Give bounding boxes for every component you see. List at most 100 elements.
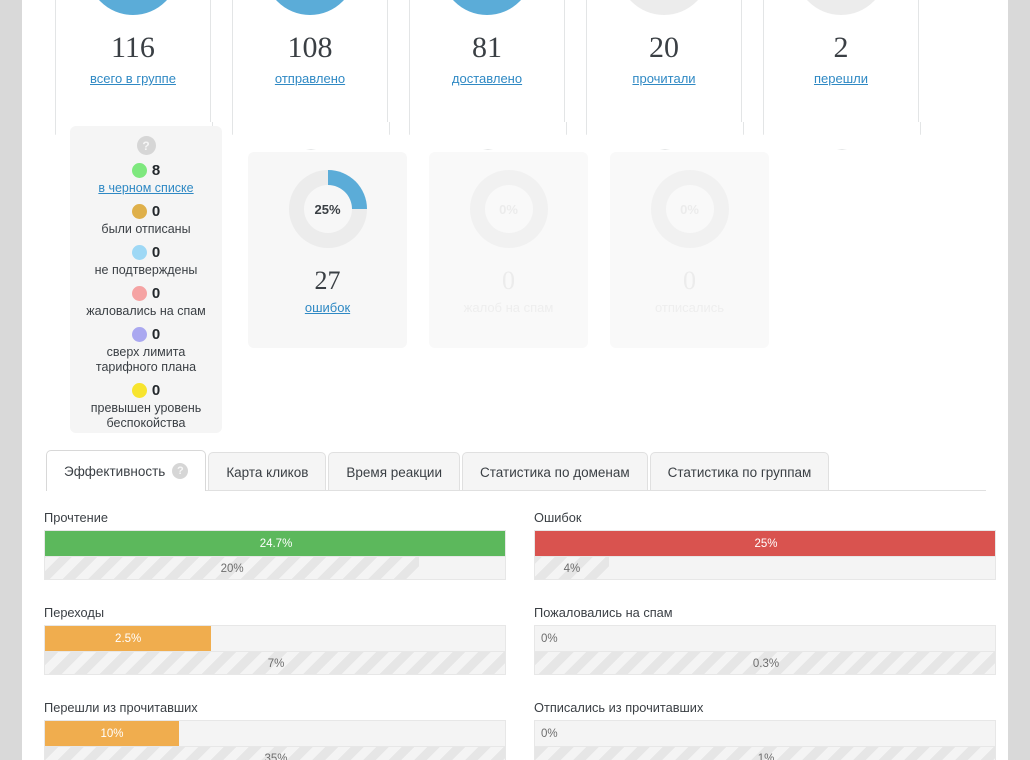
summary-card-link[interactable]: всего в группе [90, 71, 176, 86]
status-item-count: 0 [151, 202, 161, 220]
bar-value-benchmark: 7% [267, 658, 285, 670]
status-item-label: сверх лимита тарифного плана [95, 345, 197, 374]
donut-chart: 2.5% [795, 0, 887, 15]
bar-value-benchmark: 0.3% [752, 658, 780, 670]
bar-value-benchmark: 35% [264, 753, 288, 760]
metric-card-link: отписались [654, 300, 725, 315]
status-item-count: 0 [151, 381, 161, 399]
donut-chart: 75% [441, 0, 533, 15]
metric-card-value: 0 [683, 266, 696, 295]
bar-metric-title: Прочтение [44, 510, 108, 525]
bar-track-benchmark: 1% [534, 746, 996, 760]
metric-card-value: 0 [502, 266, 515, 295]
donut-chart: 0% [469, 170, 548, 248]
donut-percent-label: 0% [680, 201, 699, 217]
status-list-item: 0 сверх лимита тарифного плана [70, 324, 222, 375]
status-color-dot [131, 382, 147, 398]
bar-fill-benchmark [45, 557, 420, 579]
bar-metric-title: Ошибок [534, 510, 582, 525]
bar-metric-group: Переходы 2.5% 7% [44, 605, 506, 675]
bar-fill-benchmark [45, 652, 505, 674]
status-item-count: 0 [151, 243, 161, 261]
secondary-metric-cards: 25% 27 ошибок 0% 0 жалоб на спам 0% 0 отписались [248, 152, 769, 348]
metric-card-link[interactable]: ошибок [304, 300, 351, 315]
question-icon[interactable]: ? [172, 463, 189, 479]
summary-card-value: 108 [287, 31, 333, 64]
status-item-count: 0 [151, 284, 161, 302]
metric-card-donut: 25% [288, 170, 367, 248]
bar-value-primary: 0% [541, 633, 558, 645]
tab-label: Карта кликов [226, 464, 309, 480]
status-item-head: 0 [70, 324, 222, 344]
tab-label: Статистика по группам [667, 464, 812, 480]
status-list-item: 0 не подтверждены [70, 242, 222, 278]
status-item-label[interactable]: в черном списке [98, 181, 194, 195]
statistics-tabs: Эффективность? Карта кликов Время реакции С… [46, 450, 830, 492]
summary-card-link[interactable]: доставлено [451, 71, 523, 86]
bar-value-primary: 24.7% [259, 538, 293, 550]
summary-card-donut [87, 0, 179, 15]
status-list-item: 0 были отписаны [70, 201, 222, 237]
tab-label: Эффективность [64, 463, 166, 479]
tab-2[interactable]: Время реакции [328, 452, 461, 491]
bar-value-primary: 25% [754, 538, 778, 550]
bar-metric-group: Отписались из прочитавших 0% 1% [534, 700, 996, 760]
bar-value-primary: 10% [100, 728, 124, 740]
metric-card-value: 27 [314, 266, 341, 295]
donut-percent-label: 24.7% [618, 0, 710, 15]
donut-hole [303, 185, 352, 233]
bar-value-benchmark: 1% [757, 753, 775, 760]
bar-value-primary: 2.5% [115, 633, 142, 645]
donut-chart [87, 0, 179, 15]
summary-card-donut: 2.5% [795, 0, 887, 15]
status-list-item: 8 в черном списке [70, 160, 222, 196]
status-item-label: превышен уровень беспокойства [90, 401, 202, 430]
donut-chart: 25% [288, 170, 367, 248]
bar-track-primary: 10% [44, 720, 506, 746]
tab-label: Время реакции [346, 464, 443, 480]
bar-track-primary: 0% [534, 720, 996, 746]
bar-fill-benchmark [535, 747, 995, 760]
donut-chart: 100% [264, 0, 356, 15]
status-item-head: 8 [70, 160, 222, 180]
summary-card-link[interactable]: прочитали [632, 71, 696, 86]
status-color-dot [131, 244, 147, 260]
bar-track-benchmark: 0.3% [534, 651, 996, 675]
efficiency-bar-charts: Прочтение 24.7% 20% Переходы 2.5% 7% Перешли и… [44, 510, 996, 760]
status-color-dot [131, 285, 147, 301]
bar-metric-group: Ошибок 25% 4% [534, 510, 996, 580]
summary-card: 116 всего в группе [55, 0, 211, 124]
status-item-label: не подтверждены [94, 263, 198, 277]
bar-track-primary: 24.7% [44, 530, 506, 556]
summary-card-value: 81 [472, 31, 502, 64]
bar-fill-benchmark [535, 652, 995, 674]
donut-hole [665, 185, 714, 233]
status-item-label: были отписаны [101, 222, 191, 236]
summary-card-link[interactable]: перешли [813, 71, 868, 86]
bar-fill-benchmark [45, 747, 505, 760]
bar-column-left: Прочтение 24.7% 20% Переходы 2.5% 7% Перешли и… [44, 510, 506, 760]
tab-1[interactable]: Карта кликов [208, 452, 327, 491]
status-color-dot [131, 203, 147, 219]
tab-4[interactable]: Статистика по группам [649, 452, 830, 491]
bar-metric-title: Отписались из прочитавших [534, 700, 704, 715]
status-item-head: 0 [70, 201, 222, 221]
tab-3[interactable]: Статистика по доменам [462, 452, 648, 491]
donut-percent-label: 75% [441, 0, 533, 15]
donut-chart: 24.7% [618, 0, 710, 15]
metric-card-link: жалоб на спам [463, 300, 554, 315]
bar-value-benchmark: 4% [563, 563, 581, 575]
donut-percent-label: 2.5% [795, 0, 887, 15]
summary-card-donut: 75% [441, 0, 533, 15]
summary-card-value: 2 [833, 31, 849, 64]
status-color-dot [131, 326, 147, 342]
summary-card-link[interactable]: отправлено [274, 71, 346, 86]
metric-card-donut: 0% [650, 170, 729, 248]
donut-chart: 0% [650, 170, 729, 248]
status-item-count: 8 [151, 161, 161, 179]
tab-0[interactable]: Эффективность? [46, 450, 207, 492]
bar-track-benchmark: 35% [44, 746, 506, 760]
bar-track-benchmark: 4% [534, 556, 996, 580]
question-icon[interactable]: ? [136, 136, 156, 155]
